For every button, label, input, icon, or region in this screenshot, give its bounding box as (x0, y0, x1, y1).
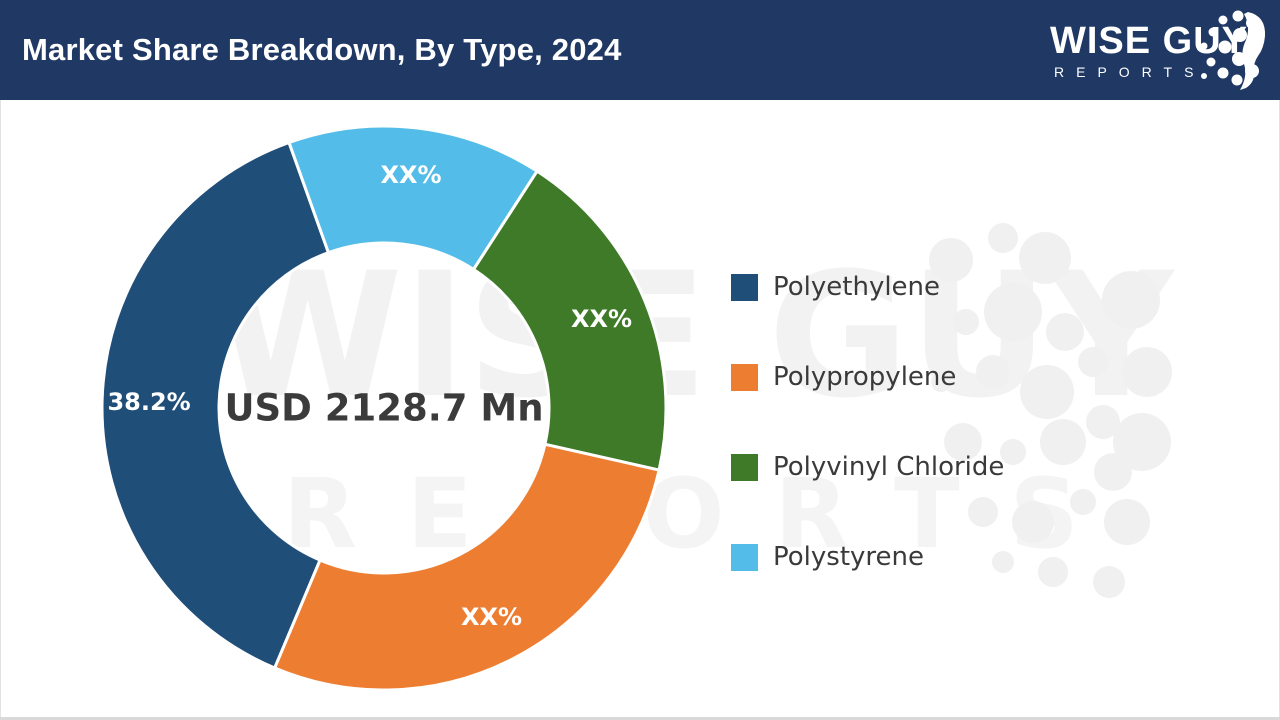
chart-area: WISE GUY REPORTS USD 2128.7 Mn 38.2% (0, 100, 1280, 717)
legend-swatch-icon (731, 363, 758, 391)
legend-swatch-icon (731, 273, 758, 301)
legend-label: Polypropylene (773, 362, 957, 392)
donut-segment-polypropylene (272, 442, 661, 692)
logo-subtitle: REPORTS (1054, 64, 1206, 80)
segment-value-label-polystyrene: XX% (380, 160, 442, 189)
segment-value-label-polyethylene: 38.2% (107, 387, 191, 416)
header-bar: Market Share Breakdown, By Type, 2024 WI… (0, 0, 1280, 100)
donut-chart (100, 124, 668, 692)
donut-segment-polyethylene (100, 140, 331, 670)
legend-item-polyethylene: Polyethylene (731, 242, 1004, 332)
wiseguy-logo: WISE GUY REPORTS (1022, 8, 1266, 92)
wiseguy-face-icon (1200, 10, 1266, 90)
bottom-divider (0, 717, 1280, 720)
page-title: Market Share Breakdown, By Type, 2024 (22, 32, 622, 67)
donut-segment-polyvinyl-chloride (471, 169, 668, 472)
legend-item-polyvinyl-chloride: Polyvinyl Chloride (731, 422, 1004, 512)
legend-swatch-icon (731, 543, 758, 571)
legend-label: Polyvinyl Chloride (773, 452, 1005, 482)
legend-label: Polystyrene (773, 542, 924, 572)
watermark-face-dots (929, 223, 1172, 598)
legend-item-polypropylene: Polypropylene (731, 332, 1004, 422)
chart-legend: Polyethylene Polypropylene Polyvinyl Chlor… (731, 242, 1004, 602)
legend-label: Polyethylene (773, 272, 941, 302)
legend-swatch-icon (731, 453, 758, 481)
legend-item-polystyrene: Polystyrene (731, 512, 1004, 602)
segment-value-label-polypropylene: XX% (461, 602, 523, 631)
chart-center-value: USD 2128.7 Mn (224, 386, 544, 430)
watermark-subtitle: REPORTS (283, 458, 1129, 570)
segment-value-label-polyvinyl-chloride: XX% (571, 305, 633, 334)
